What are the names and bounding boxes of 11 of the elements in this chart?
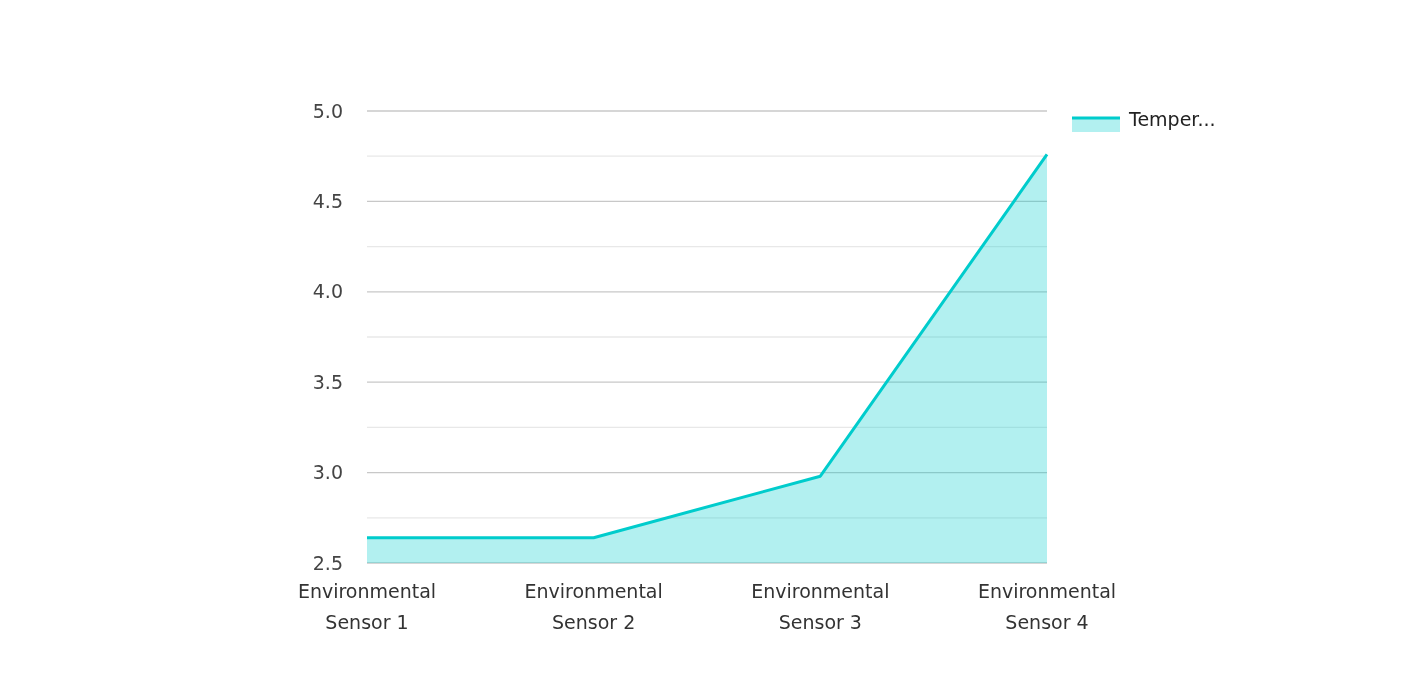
- x-tick-label: Environmental Sensor 1: [297, 580, 437, 633]
- y-tick-label: 2.5: [312, 551, 343, 574]
- legend-label: Temper...: [1128, 107, 1216, 130]
- x-tick-label: Environmental Sensor 3: [751, 580, 890, 633]
- y-tick-label: 4.0: [312, 280, 343, 303]
- x-tick-label: Environmental Sensor 4: [977, 580, 1117, 633]
- y-tick-label: 4.5: [312, 190, 343, 213]
- y-tick-label: 5.0: [312, 99, 343, 122]
- y-tick-label: 3.0: [312, 461, 343, 484]
- x-tick-label: Environmental Sensor 2: [524, 580, 663, 633]
- y-tick-label: 3.5: [312, 370, 343, 393]
